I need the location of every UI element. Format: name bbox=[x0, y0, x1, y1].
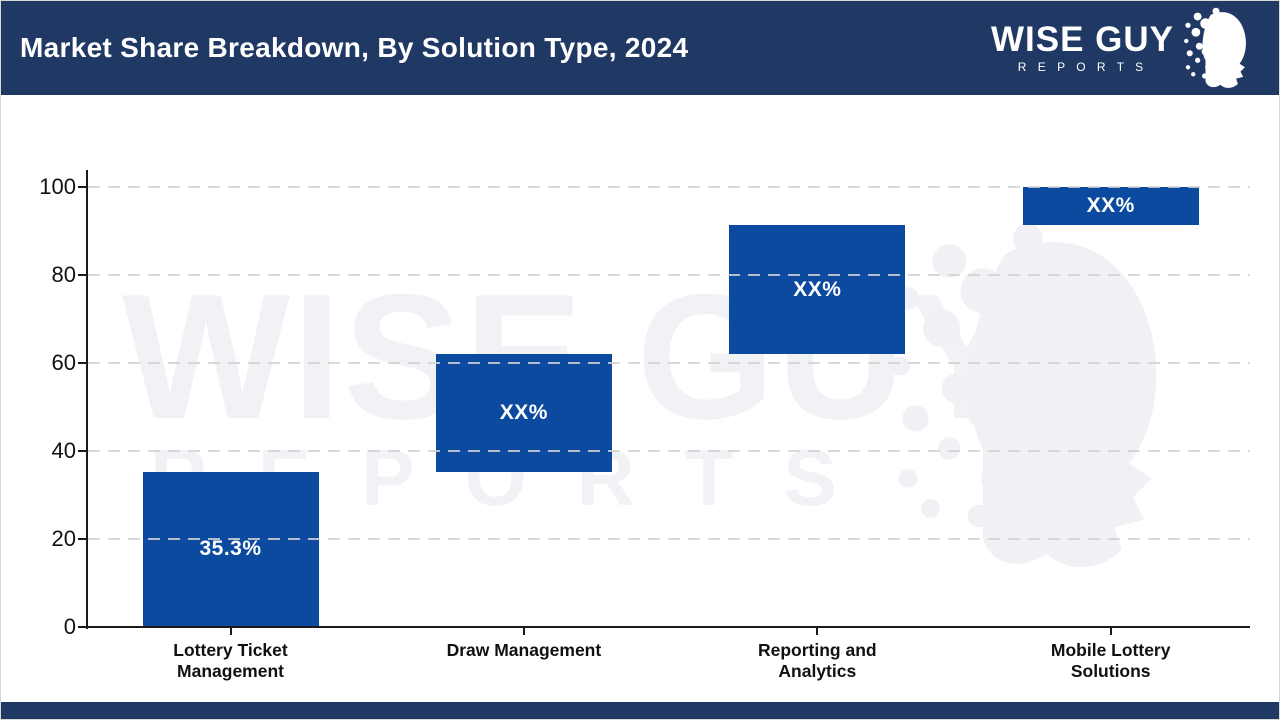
y-tick-mark bbox=[78, 186, 86, 188]
bar-segment: XX% bbox=[729, 225, 906, 355]
y-tick-label: 60 bbox=[51, 350, 76, 375]
gridline bbox=[88, 274, 1250, 276]
x-category-label: Draw Management bbox=[446, 640, 602, 660]
logo-text: WISE GUY R E P O R T S bbox=[991, 22, 1174, 73]
bar-value-label: XX% bbox=[499, 400, 548, 424]
y-tick-mark bbox=[78, 626, 86, 628]
x-category-label: Reporting and Analytics bbox=[757, 640, 877, 681]
y-tick-label: 40 bbox=[51, 438, 76, 463]
logo-wordmark: WISE GUY bbox=[990, 20, 1174, 59]
y-tick-mark bbox=[78, 450, 86, 452]
y-tick-label: 100 bbox=[39, 174, 76, 199]
x-category-label: Mobile Lottery Solutions bbox=[1050, 640, 1171, 681]
gridline bbox=[88, 538, 1250, 540]
header-bar: Market Share Breakdown, By Solution Type… bbox=[0, 0, 1280, 95]
x-category-label: Lottery Ticket Management bbox=[173, 640, 288, 681]
bar-value-label: XX% bbox=[793, 277, 842, 301]
y-tick-label: 80 bbox=[51, 262, 76, 287]
bar-segment: XX% bbox=[435, 354, 612, 472]
watermark-head-icon bbox=[891, 223, 1157, 568]
gridline bbox=[88, 362, 1250, 364]
y-tick-mark bbox=[78, 538, 86, 540]
dotted-head-icon bbox=[1184, 7, 1246, 88]
bar-value-label: XX% bbox=[1086, 194, 1135, 218]
gridline bbox=[88, 450, 1250, 452]
bar-value-label: 35.3% bbox=[199, 537, 262, 561]
y-tick-mark bbox=[78, 362, 86, 364]
bar-segment: XX% bbox=[1022, 187, 1199, 226]
x-axis-line bbox=[86, 626, 1250, 628]
y-axis-line bbox=[86, 170, 88, 629]
logo-subtitle: R E P O R T S bbox=[1017, 60, 1148, 74]
x-tick-mark bbox=[816, 628, 819, 635]
gridline bbox=[88, 186, 1250, 188]
y-tick-mark bbox=[78, 274, 86, 276]
x-tick-mark bbox=[1109, 628, 1112, 635]
y-tick-label: 0 bbox=[63, 614, 76, 639]
x-tick-mark bbox=[229, 628, 232, 635]
wise-guy-logo: WISE GUY R E P O R T S bbox=[991, 6, 1254, 90]
x-tick-mark bbox=[522, 628, 525, 635]
page-title: Market Share Breakdown, By Solution Type… bbox=[20, 31, 689, 63]
y-tick-label: 20 bbox=[51, 526, 76, 551]
bar-segment: 35.3% bbox=[142, 471, 319, 627]
footer-bar bbox=[0, 702, 1280, 720]
